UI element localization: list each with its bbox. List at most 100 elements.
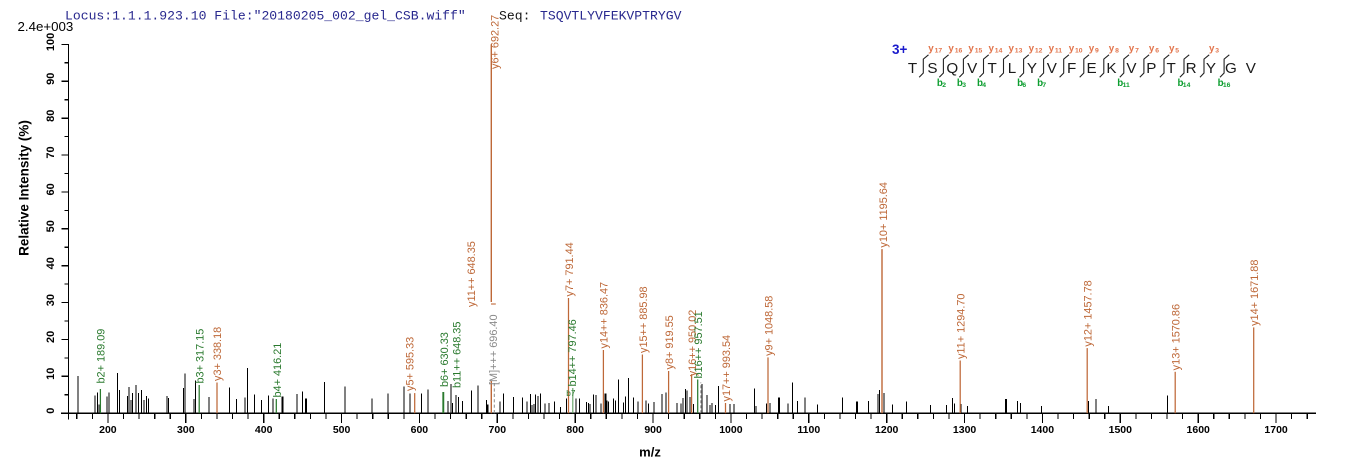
svg-text:1700: 1700 xyxy=(1264,424,1288,436)
svg-text:200: 200 xyxy=(99,424,117,436)
svg-text:7: 7 xyxy=(1135,47,1139,54)
svg-text:50: 50 xyxy=(45,220,57,232)
svg-text:b: b xyxy=(1117,78,1123,89)
svg-text:6: 6 xyxy=(1022,82,1026,89)
svg-text:b2+ 189.09: b2+ 189.09 xyxy=(96,329,108,384)
svg-text:Y: Y xyxy=(1206,60,1216,77)
svg-text:20: 20 xyxy=(45,331,57,343)
svg-text:P: P xyxy=(1146,60,1156,77)
svg-text:12: 12 xyxy=(1035,47,1043,54)
svg-text:b: b xyxy=(1178,78,1184,89)
svg-text:b: b xyxy=(957,78,963,89)
svg-text:70: 70 xyxy=(45,146,57,158)
svg-text:600: 600 xyxy=(411,424,429,436)
svg-text:y3+ 338.18: y3+ 338.18 xyxy=(212,327,224,381)
svg-text:1500: 1500 xyxy=(1109,424,1133,436)
svg-text:T: T xyxy=(908,60,917,77)
svg-text:11: 11 xyxy=(1123,82,1130,89)
svg-text:2: 2 xyxy=(942,82,946,89)
svg-text:5: 5 xyxy=(1175,47,1179,54)
svg-text:K: K xyxy=(1106,60,1116,77)
svg-text:y12+ 1457.78: y12+ 1457.78 xyxy=(1083,280,1095,346)
svg-text:y10+ 1195.64: y10+ 1195.64 xyxy=(878,182,890,248)
svg-text:TSQVTLYVFEKVPTRYGV: TSQVTLYVFEKVPTRYGV xyxy=(540,9,682,24)
svg-text:V: V xyxy=(1246,60,1257,77)
svg-text:30: 30 xyxy=(45,294,57,306)
svg-text:y: y xyxy=(1149,44,1155,55)
svg-text:y: y xyxy=(1169,44,1175,55)
svg-text:1000: 1000 xyxy=(719,424,743,436)
svg-text:1600: 1600 xyxy=(1187,424,1211,436)
svg-text:14: 14 xyxy=(1183,82,1191,89)
svg-text:14: 14 xyxy=(995,47,1003,54)
svg-text:8: 8 xyxy=(1115,47,1119,54)
svg-text:y: y xyxy=(948,44,954,55)
svg-text:y6+ 692.27: y6+ 692.27 xyxy=(490,15,502,69)
svg-text:y17++ 993.54: y17++ 993.54 xyxy=(721,335,733,402)
svg-text:b: b xyxy=(1037,78,1043,89)
svg-text:3: 3 xyxy=(1215,47,1219,54)
svg-text:y15++ 885.98: y15++ 885.98 xyxy=(638,286,650,353)
svg-text:13: 13 xyxy=(1015,47,1023,54)
svg-text:500: 500 xyxy=(333,424,351,436)
svg-text:V: V xyxy=(967,60,978,77)
svg-text:Y: Y xyxy=(1027,60,1037,77)
svg-text:3: 3 xyxy=(962,82,966,89)
svg-text:1100: 1100 xyxy=(797,424,820,436)
svg-text:4: 4 xyxy=(982,82,986,89)
svg-text:y: y xyxy=(1109,44,1115,55)
svg-text:Relative Intensity (%): Relative Intensity (%) xyxy=(17,120,32,256)
svg-text:[M]+++ 696.40: [M]+++ 696.40 xyxy=(488,314,500,385)
svg-text:F: F xyxy=(1067,60,1076,77)
svg-text:Q: Q xyxy=(946,60,958,77)
svg-text:m/z: m/z xyxy=(639,445,661,460)
svg-text:y16++ 950.02: y16++ 950.02 xyxy=(687,310,699,377)
svg-text:E: E xyxy=(1087,60,1097,77)
svg-text:b6+ 630.33: b6+ 630.33 xyxy=(439,332,451,387)
svg-text:Seq:: Seq: xyxy=(499,9,530,24)
svg-text:16: 16 xyxy=(1223,82,1231,89)
svg-text:T: T xyxy=(987,60,996,77)
svg-text:10: 10 xyxy=(45,368,57,380)
svg-text:V: V xyxy=(1047,60,1058,77)
svg-text:400: 400 xyxy=(255,424,273,436)
svg-text:2.4e+003: 2.4e+003 xyxy=(18,19,74,34)
svg-text:y8+ 919.55: y8+ 919.55 xyxy=(664,315,676,369)
svg-text:y13+ 1570.86: y13+ 1570.86 xyxy=(1171,304,1183,370)
svg-text:b: b xyxy=(937,78,943,89)
svg-text:y: y xyxy=(1049,44,1055,55)
svg-text:b4+ 416.21: b4+ 416.21 xyxy=(272,343,284,398)
svg-text:10: 10 xyxy=(1075,47,1083,54)
svg-text:y: y xyxy=(1009,44,1015,55)
svg-text:80: 80 xyxy=(45,110,57,122)
svg-text:6: 6 xyxy=(1155,47,1159,54)
svg-text:y: y xyxy=(968,44,974,55)
svg-text:b11++ 648.35: b11++ 648.35 xyxy=(452,322,464,388)
svg-text:b14++ 797.46: b14++ 797.46 xyxy=(567,319,579,386)
svg-text:b: b xyxy=(1218,78,1224,89)
svg-text:R: R xyxy=(1186,60,1197,77)
svg-text:1400: 1400 xyxy=(1031,424,1055,436)
svg-text:b7: b7 xyxy=(566,389,576,398)
svg-text:1200: 1200 xyxy=(875,424,899,436)
svg-text:b16++ 957.51: b16++ 957.51 xyxy=(693,311,705,378)
svg-text:0: 0 xyxy=(45,408,57,414)
svg-text:9: 9 xyxy=(1095,47,1099,54)
svg-text:y: y xyxy=(1129,44,1135,55)
svg-text:y: y xyxy=(1089,44,1095,55)
svg-text:16: 16 xyxy=(955,47,963,54)
svg-text:b3+ 317.15: b3+ 317.15 xyxy=(195,329,207,384)
svg-text:b: b xyxy=(1017,78,1023,89)
svg-text:V: V xyxy=(1126,60,1137,77)
svg-text:90: 90 xyxy=(45,73,57,85)
svg-text:900: 900 xyxy=(644,424,662,436)
svg-text:b: b xyxy=(977,78,983,89)
svg-text:15: 15 xyxy=(975,47,983,54)
svg-text:T: T xyxy=(1167,60,1176,77)
svg-text:Locus:1.1.1.923.10 File:"20180: Locus:1.1.1.923.10 File:"20180205_002_ge… xyxy=(65,9,466,24)
svg-text:700: 700 xyxy=(489,424,507,436)
svg-text:11: 11 xyxy=(1055,47,1062,54)
svg-text:y: y xyxy=(1069,44,1075,55)
svg-text:y: y xyxy=(928,44,934,55)
svg-text:1300: 1300 xyxy=(953,424,977,436)
